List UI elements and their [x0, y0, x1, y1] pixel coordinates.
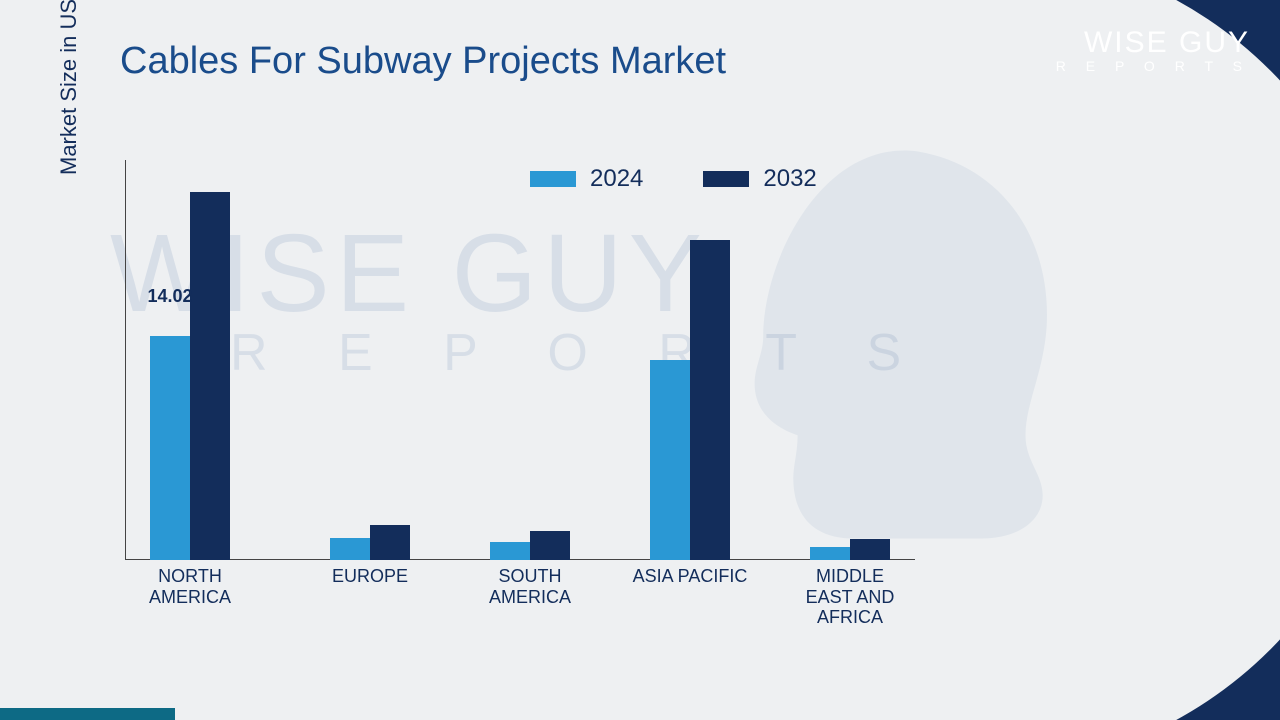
brand-subtitle: R E P O R T S [1056, 58, 1250, 74]
bar-2032 [850, 539, 890, 560]
category-label: NORTH AMERICA [130, 560, 250, 607]
bar-2024 [330, 538, 370, 560]
category-label: ASIA PACIFIC [630, 560, 750, 587]
bar-2024 [810, 547, 850, 560]
y-axis-line [125, 160, 126, 560]
plot-area: NORTH AMERICA14.02 EUROPE SOUTH AMERICA ASI… [125, 160, 915, 560]
chart-title: Cables For Subway Projects Market [120, 40, 726, 83]
bottom-accent-strip [0, 708, 175, 720]
bar-group: SOUTH AMERICA [475, 531, 585, 560]
bar-2032 [190, 192, 230, 560]
bar-2032 [690, 240, 730, 560]
chart-canvas: WISE GUY R E P O R T S WISE GUY R E P O … [0, 0, 1280, 720]
y-axis-label: Market Size in USD Billion [56, 0, 82, 175]
brand-logo: WISE GUY R E P O R T S [1056, 26, 1250, 74]
category-label: EUROPE [310, 560, 430, 587]
bar-2032 [530, 531, 570, 560]
bar-group: EUROPE [315, 525, 425, 560]
bar-2024 [490, 542, 530, 560]
bar-group: MIDDLE EAST AND AFRICA [795, 539, 905, 560]
bar-2024 [650, 360, 690, 560]
chart-area: NORTH AMERICA14.02 EUROPE SOUTH AMERICA ASI… [95, 160, 915, 580]
bar-group: NORTH AMERICA14.02 [135, 192, 245, 560]
bar-value-label: 14.02 [147, 286, 192, 311]
bar-2032 [370, 525, 410, 560]
bar-2024 [150, 336, 190, 560]
category-label: SOUTH AMERICA [470, 560, 590, 607]
category-label: MIDDLE EAST AND AFRICA [790, 560, 910, 628]
bar-group: ASIA PACIFIC [635, 240, 745, 560]
brand-name: WISE GUY [1056, 26, 1250, 60]
